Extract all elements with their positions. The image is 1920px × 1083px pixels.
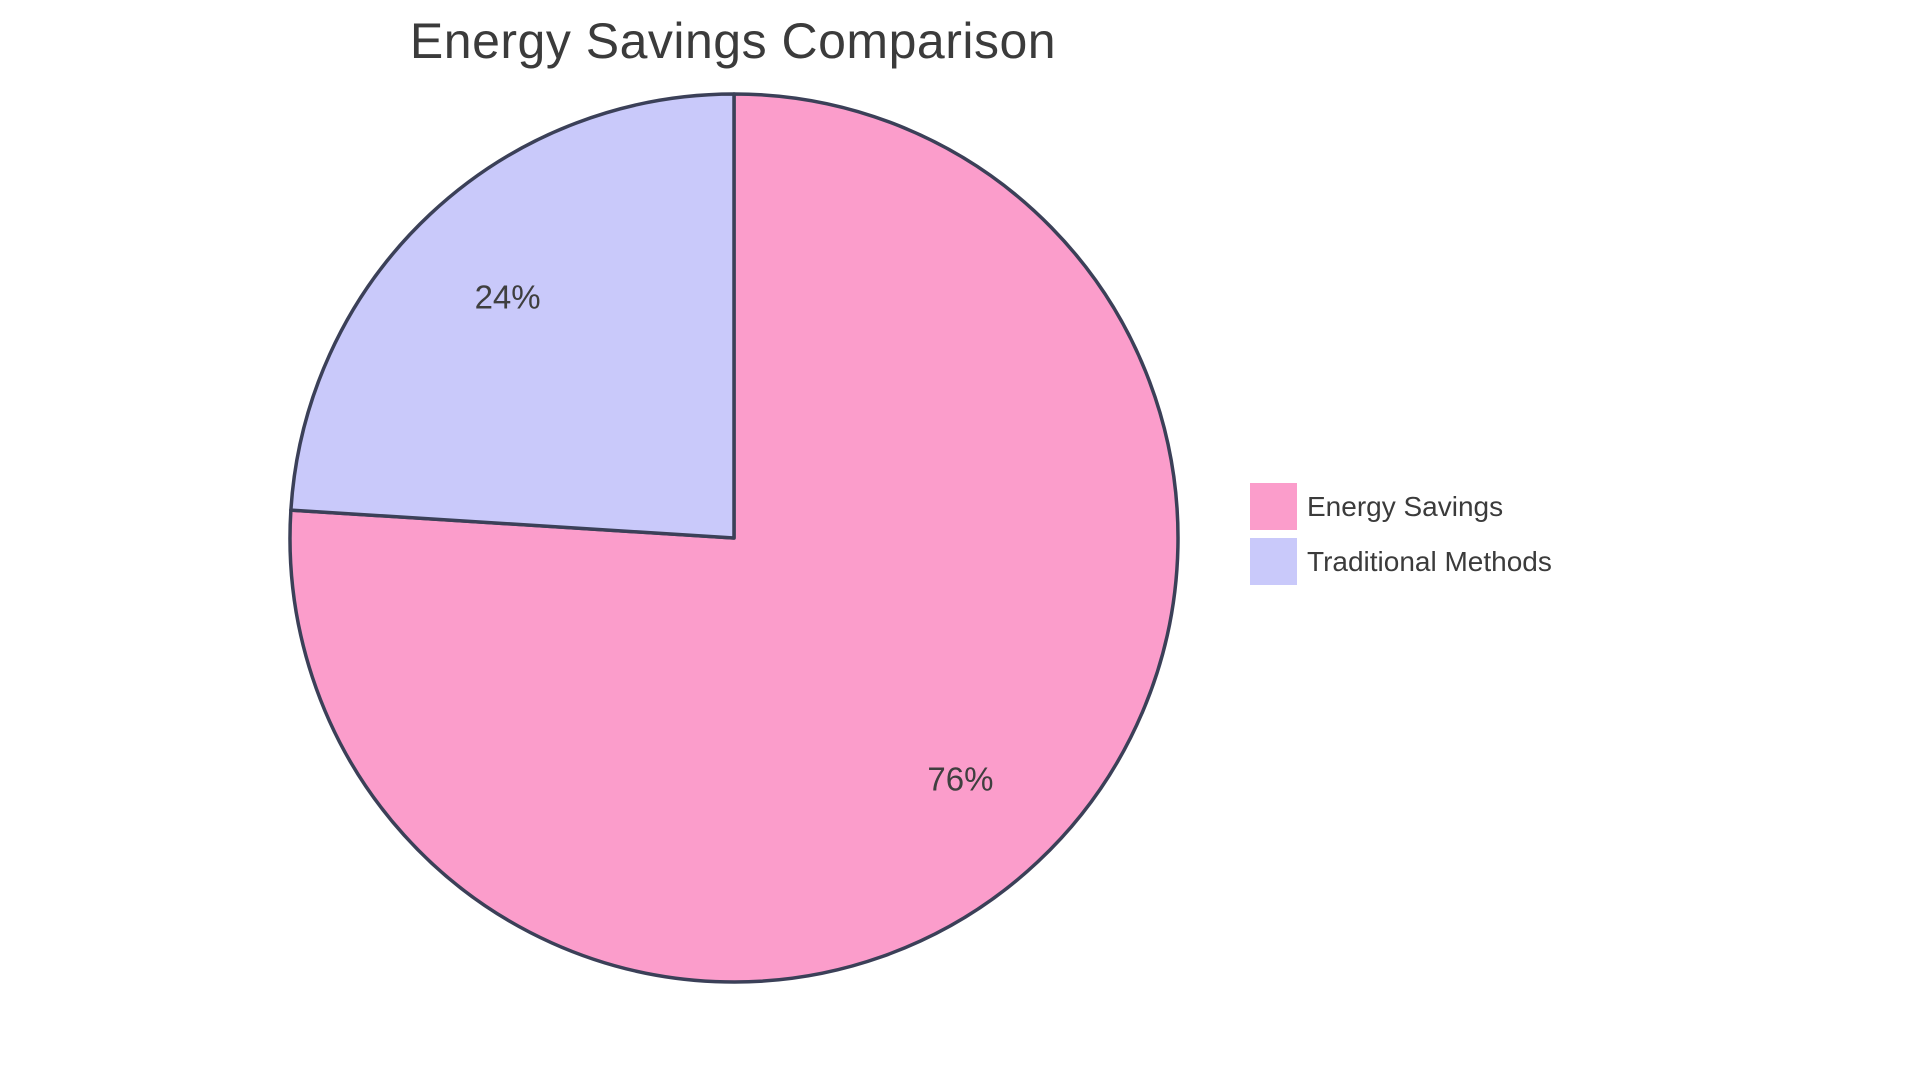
legend-label-energy-savings: Energy Savings [1307,490,1504,522]
legend-swatch-energy-savings [1250,483,1297,530]
legend: Energy Savings Traditional Methods [1250,483,1552,593]
slice-percent-label-traditional-methods: 24% [475,278,541,315]
pie-slices-group [288,92,1180,984]
legend-label-traditional-methods: Traditional Methods [1307,545,1552,577]
slice-percent-label-energy-savings: 76% [927,761,993,798]
chart-title: Energy Savings Comparison [409,13,1057,69]
legend-item-traditional-methods: Traditional Methods [1250,538,1552,585]
legend-item-energy-savings: Energy Savings [1250,483,1552,530]
pie-slice-labels-group: 76% 24% [475,278,994,797]
legend-swatch-traditional-methods [1250,538,1297,585]
pie-slice-traditional-methods [289,92,736,540]
